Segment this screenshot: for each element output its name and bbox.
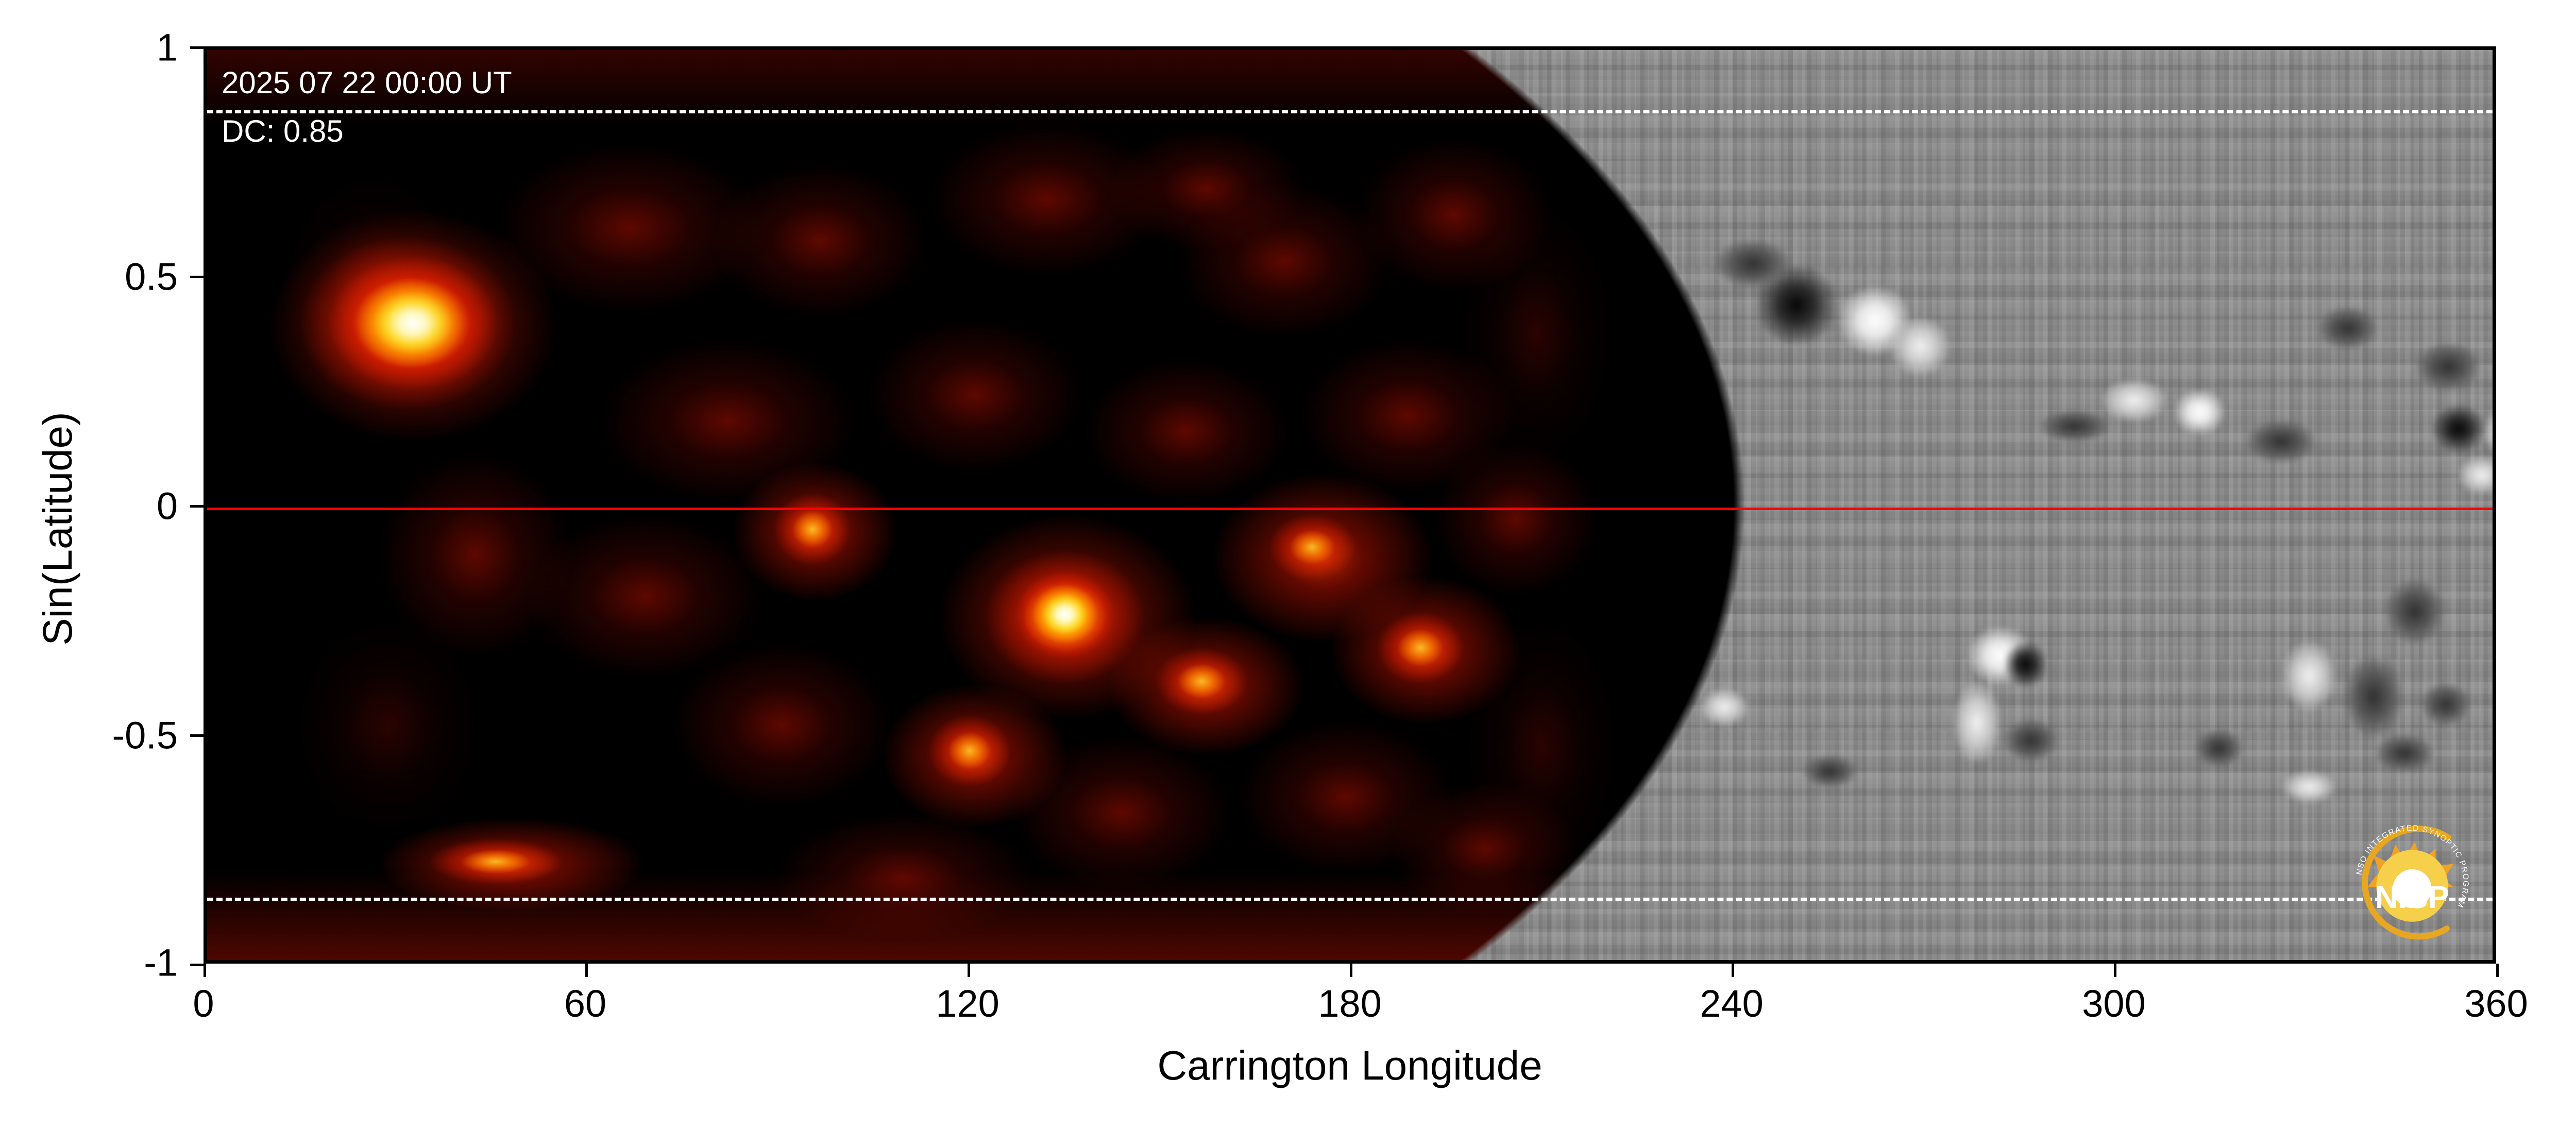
equator-line [207, 508, 2493, 510]
farside-network [284, 174, 460, 390]
x-tick [1350, 964, 1352, 977]
farside-network [867, 318, 1083, 473]
farside-network [295, 617, 480, 833]
farside-network [671, 643, 892, 807]
x-tick [968, 964, 970, 977]
x-tick [204, 964, 206, 977]
y-axis-label: Sin(Latitude) [35, 412, 80, 646]
farside-network [712, 163, 928, 318]
y-tick [190, 46, 204, 49]
nisp-logo: NISP NSO INTEGRATED SYNOPTIC PROGRAM [2355, 824, 2469, 940]
x-tick [2114, 964, 2116, 977]
plot-image-area: 2025 07 22 00:00 UT DC: 0.85 NISP NSO IN… [207, 50, 2493, 960]
farside-active-region [1268, 514, 1356, 581]
farside-active-region [1109, 617, 1304, 756]
y-tick-label: 0 [156, 484, 178, 528]
x-tick-label: 120 [936, 982, 999, 1025]
farside-network [1011, 735, 1232, 890]
y-tick-label: -0.5 [112, 714, 178, 757]
farside-network [1109, 127, 1304, 251]
farside-network [1433, 442, 1598, 596]
farside-polar-glow [207, 872, 2493, 960]
y-tick [190, 276, 204, 278]
south-reference-line [207, 898, 2493, 901]
x-tick-label: 60 [564, 982, 607, 1025]
farside-network [1459, 205, 1614, 462]
farside-network [599, 339, 856, 503]
x-tick [585, 964, 588, 977]
y-tick-label: 0.5 [125, 255, 178, 298]
x-tick-label: 0 [193, 982, 214, 1025]
x-tick-label: 240 [1700, 982, 1764, 1025]
y-tick-label: 1 [156, 26, 178, 69]
annotation-date: 2025 07 22 00:00 UT [222, 65, 512, 100]
x-tick-label: 300 [2082, 982, 2146, 1025]
farside-network [1083, 359, 1289, 503]
farside-polar-glow [207, 50, 2493, 127]
y-tick [190, 734, 204, 737]
x-tick-label: 180 [1318, 982, 1382, 1025]
y-tick-label: -1 [144, 941, 178, 984]
x-axis-label: Carrington Longitude [1157, 1042, 1543, 1088]
y-tick [190, 505, 204, 508]
x-tick [1732, 964, 1734, 977]
x-tick-label: 360 [2464, 982, 2528, 1025]
north-reference-line [207, 110, 2493, 113]
nisp-wordmark: NISP [2375, 880, 2449, 915]
main-plot-axes: 2025 07 22 00:00 UT DC: 0.85 NISP NSO IN… [204, 46, 2496, 964]
farside-map [207, 50, 2493, 960]
farside-network [1464, 617, 1619, 874]
y-tick [190, 964, 204, 966]
x-tick [2496, 964, 2499, 977]
annotation-dc: DC: 0.85 [222, 114, 344, 148]
